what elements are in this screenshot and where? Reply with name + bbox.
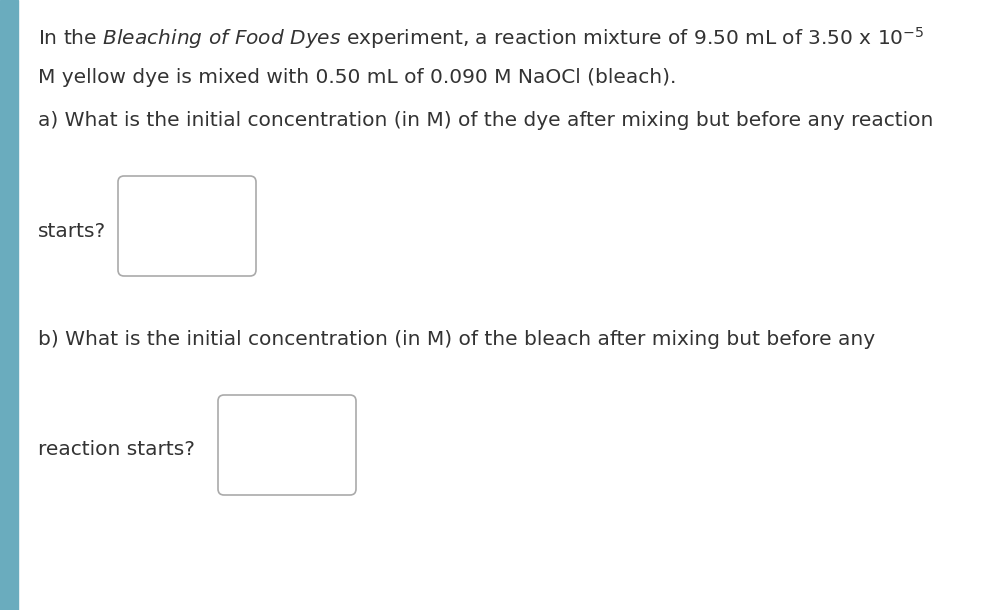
FancyBboxPatch shape [118,176,256,276]
Text: b) What is the initial concentration (in M) of the bleach after mixing but befor: b) What is the initial concentration (in… [38,330,875,349]
Text: M yellow dye is mixed with 0.50 mL of 0.090 M NaOCl (bleach).: M yellow dye is mixed with 0.50 mL of 0.… [38,68,676,87]
Text: a) What is the initial concentration (in M) of the dye after mixing but before a: a) What is the initial concentration (in… [38,111,933,130]
Bar [0,0,18,610]
Text: reaction starts?: reaction starts? [38,440,195,459]
Text: In the $\it{Bleaching\ of\ Food\ Dyes}$ experiment, a reaction mixture of 9.50 m: In the $\it{Bleaching\ of\ Food\ Dyes}$ … [38,25,924,51]
FancyBboxPatch shape [218,395,356,495]
Text: starts?: starts? [38,222,106,241]
